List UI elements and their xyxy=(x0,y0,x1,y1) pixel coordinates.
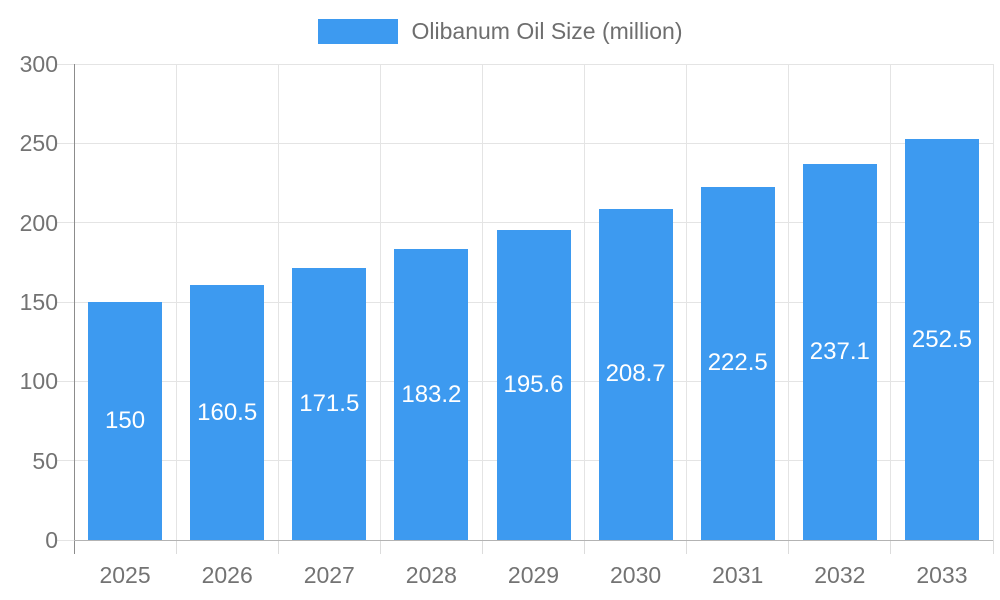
x-gridline xyxy=(788,64,790,540)
x-tick xyxy=(481,540,483,554)
x-gridline xyxy=(992,64,994,540)
y-axis-label: 150 xyxy=(19,289,58,315)
y-axis-label: 0 xyxy=(45,527,58,553)
x-tick xyxy=(175,540,177,554)
x-tick xyxy=(584,540,586,554)
bar-value-label: 150 xyxy=(105,407,146,434)
x-axis-label: 2030 xyxy=(610,562,662,588)
bar-value-label: 183.2 xyxy=(401,380,462,408)
x-axis-label: 2033 xyxy=(916,562,968,588)
y-axis-label: 50 xyxy=(32,447,58,474)
bar-value-label: 237.1 xyxy=(809,337,870,365)
x-gridline xyxy=(175,64,177,540)
bar[interactable] xyxy=(802,163,877,540)
bar[interactable] xyxy=(904,139,979,540)
x-tick xyxy=(379,540,381,554)
y-gridline xyxy=(74,222,993,224)
x-axis-label: 2027 xyxy=(303,562,355,588)
x-gridline xyxy=(379,64,381,540)
x-axis-line xyxy=(74,539,993,541)
bar-value-label: 160.5 xyxy=(197,398,258,426)
y-axis-label: 100 xyxy=(19,368,58,395)
x-axis-label: 2028 xyxy=(405,562,457,588)
bar-value-label: 171.5 xyxy=(299,389,360,417)
x-axis-label: 2026 xyxy=(201,562,253,588)
bar-value-label: 222.5 xyxy=(707,349,768,377)
y-tick xyxy=(56,63,74,65)
y-tick xyxy=(56,222,74,224)
bar[interactable] xyxy=(496,229,571,540)
x-axis-label: 2029 xyxy=(507,562,560,588)
bar[interactable] xyxy=(598,208,673,540)
x-axis-label: 2031 xyxy=(712,562,764,588)
y-axis-label: 250 xyxy=(19,130,58,157)
y-axis-label: 200 xyxy=(19,209,58,236)
y-gridline xyxy=(74,142,993,144)
y-gridline xyxy=(74,63,993,65)
x-tick xyxy=(788,540,790,554)
x-tick xyxy=(992,540,994,554)
y-tick xyxy=(56,380,74,382)
x-axis-label: 2025 xyxy=(99,562,151,588)
legend-swatch-icon xyxy=(317,18,398,44)
y-tick xyxy=(56,539,74,541)
y-axis-label: 300 xyxy=(19,51,58,77)
bar-value-label: 195.6 xyxy=(503,370,564,398)
y-tick xyxy=(56,301,74,303)
bar-value-label: 252.5 xyxy=(911,325,972,353)
x-tick xyxy=(686,540,688,554)
x-tick xyxy=(277,540,279,554)
legend[interactable]: Olibanum Oil Size (million) xyxy=(0,17,1000,45)
y-tick xyxy=(56,460,74,462)
bar[interactable] xyxy=(700,186,775,540)
x-gridline xyxy=(481,64,483,540)
x-axis-label: 2032 xyxy=(814,562,866,588)
x-gridline xyxy=(686,64,688,540)
x-tick xyxy=(73,540,75,554)
y-axis-line xyxy=(73,64,75,540)
bar-value-label: 208.7 xyxy=(605,360,666,388)
x-gridline xyxy=(584,64,586,540)
y-tick xyxy=(56,142,74,144)
bar[interactable] xyxy=(394,249,469,540)
x-gridline xyxy=(890,64,892,540)
x-gridline xyxy=(277,64,279,540)
legend-label: Olibanum Oil Size (million) xyxy=(411,18,683,44)
bar[interactable] xyxy=(292,267,367,540)
bar[interactable] xyxy=(88,302,163,540)
bar[interactable] xyxy=(190,285,265,540)
x-tick xyxy=(890,540,892,554)
